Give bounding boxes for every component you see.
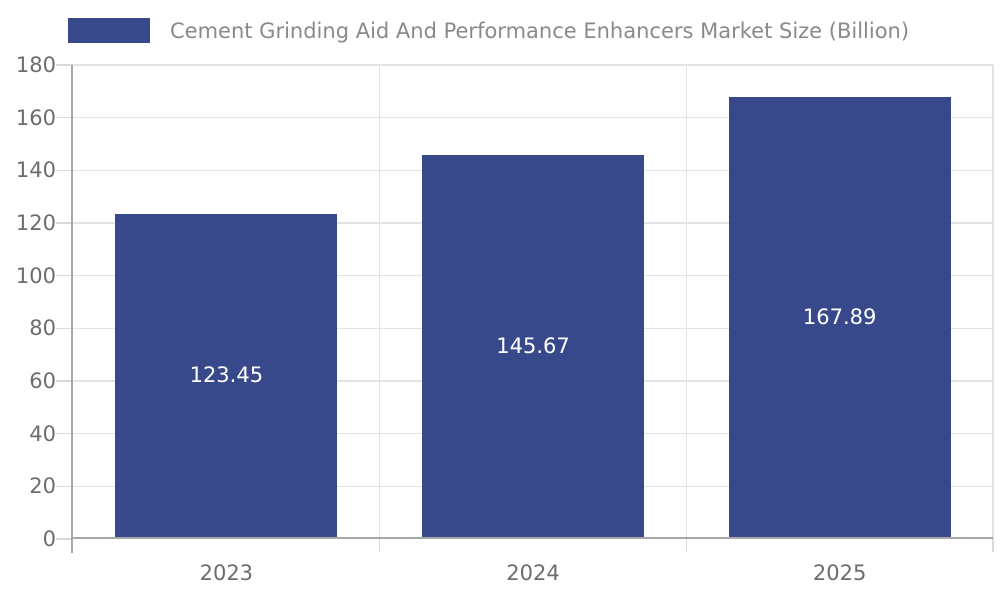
chart-legend: Cement Grinding Aid And Performance Enha… — [68, 18, 909, 43]
y-tick-mark — [56, 274, 73, 277]
bar-2023: 123.45 — [115, 213, 338, 537]
y-axis-tick-label: 20 — [29, 474, 56, 499]
bar-2025: 167.89 — [728, 96, 951, 537]
plot-area: 123.45 145.67 167.89 — [56, 64, 994, 553]
y-gridline — [73, 116, 993, 119]
y-tick-mark — [56, 432, 73, 435]
x-gridline — [378, 65, 381, 539]
bar-value-label: 167.89 — [802, 304, 877, 329]
y-axis-tick-label: 60 — [29, 369, 56, 393]
y-axis-tick-label: 80 — [29, 316, 56, 341]
y-tick-mark — [56, 222, 73, 224]
bar-2024: 145.67 — [422, 155, 644, 537]
x-tick-mark — [685, 539, 688, 552]
x-axis-category-label: 2025 — [812, 561, 867, 585]
y-tick-mark — [56, 485, 73, 488]
y-tick-mark — [56, 169, 73, 172]
x-tick-mark — [378, 539, 381, 552]
y-axis-tick-label: 140 — [15, 158, 56, 183]
y-tick-mark — [56, 116, 73, 119]
y-axis-tick-label: 160 — [15, 105, 56, 130]
x-axis-category-label: 2024 — [506, 561, 560, 585]
y-tick-mark — [56, 538, 73, 540]
x-tick-mark — [992, 539, 994, 552]
y-tick-mark — [56, 380, 73, 382]
x-gridline — [992, 65, 994, 539]
bar-value-label: 145.67 — [496, 334, 570, 359]
legend-label: Cement Grinding Aid And Performance Enha… — [170, 18, 910, 43]
x-gridline — [685, 65, 688, 539]
y-axis-tick-label: 0 — [42, 527, 56, 551]
y-axis-tick-label: 100 — [15, 263, 56, 288]
y-tick-mark — [56, 327, 73, 330]
y-axis-tick-label: 120 — [15, 211, 56, 235]
y-gridline — [73, 64, 993, 66]
x-axis-line — [73, 537, 993, 539]
y-axis-tick-label: 40 — [29, 421, 56, 446]
legend-color-swatch — [68, 18, 150, 43]
y-axis-tick-label: 180 — [15, 53, 56, 77]
bar-value-label: 123.45 — [189, 363, 264, 388]
y-axis-line — [71, 65, 73, 553]
y-tick-mark — [56, 64, 73, 66]
x-axis-category-label: 2023 — [199, 561, 254, 585]
